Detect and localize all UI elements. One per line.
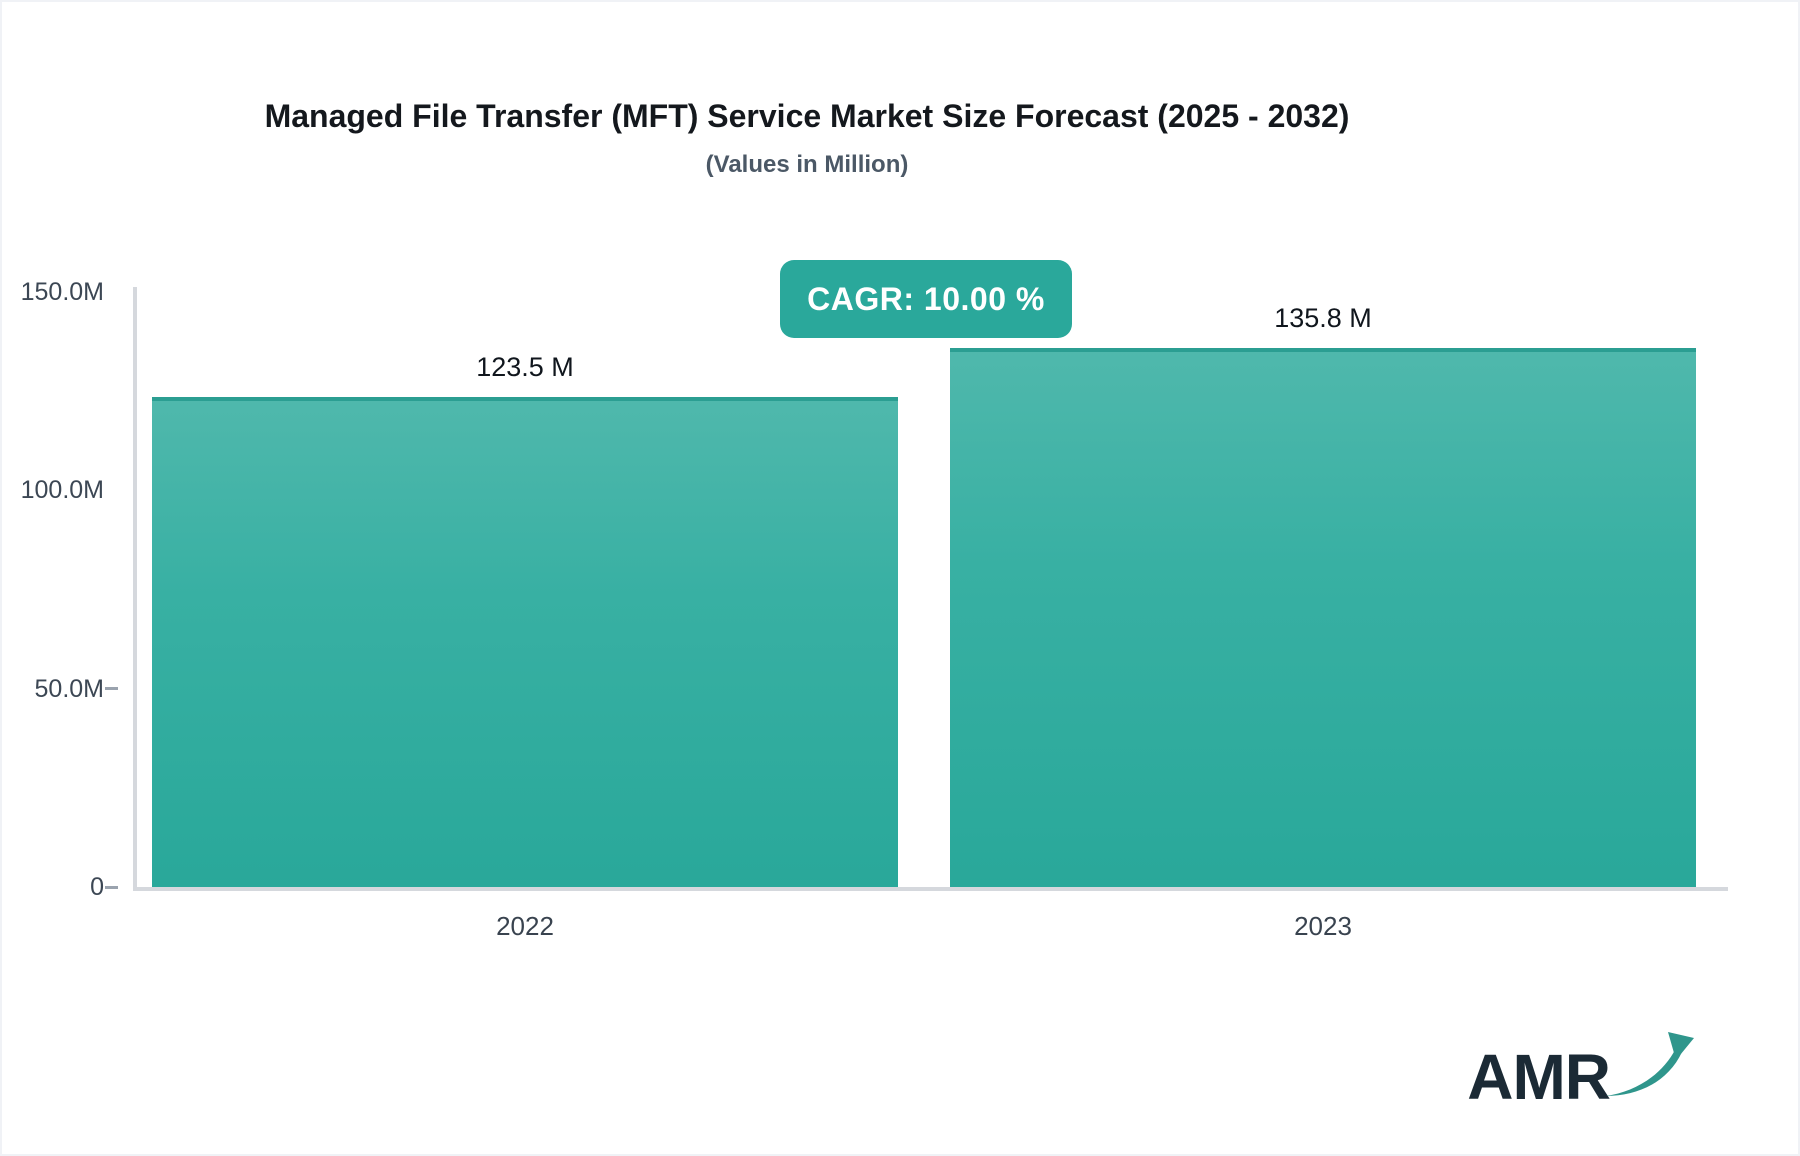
x-axis-label-2022: 2022 [496,911,554,941]
plot-area: 123.5 M 2022 135.8 M 2023 [133,287,1728,941]
amr-logo-text: AMR [1467,1041,1611,1113]
chart-title: Managed File Transfer (MFT) Service Mark… [264,98,1350,134]
bar-2022 [152,397,898,887]
bars-container: 123.5 M 2022 135.8 M 2023 [152,292,1696,941]
y-axis-line [133,287,137,891]
y-tick-label-0: 0 [90,873,104,901]
chart-subtitle: (Values in Million) [705,151,909,178]
y-tick-label-100.0M: 100.0M [20,476,104,505]
chart-header: Managed File Transfer (MFT) Service Mark… [2,98,1612,179]
growth-arrow-icon [1606,1032,1694,1096]
y-tick-label-150.0M: 150.0M [20,278,104,306]
y-tick-mark [105,687,118,691]
bar-slot-2023: 135.8 M 2023 [950,292,1696,941]
bar-value-label-2022: 123.5 M [476,352,574,383]
bar-2023 [950,348,1696,887]
cagr-badge: CAGR: 10.00 % [780,260,1072,338]
y-tick-mark [105,885,118,889]
amr-logo: AMR [1467,1030,1696,1113]
bar-value-label-2023: 135.8 M [1274,303,1372,334]
x-axis-label-2023: 2023 [1294,911,1352,941]
bar-slot-2022: 123.5 M 2022 [152,292,898,941]
y-tick-label-50.0M: 50.0M [34,674,104,703]
x-axis-line [133,887,1728,891]
